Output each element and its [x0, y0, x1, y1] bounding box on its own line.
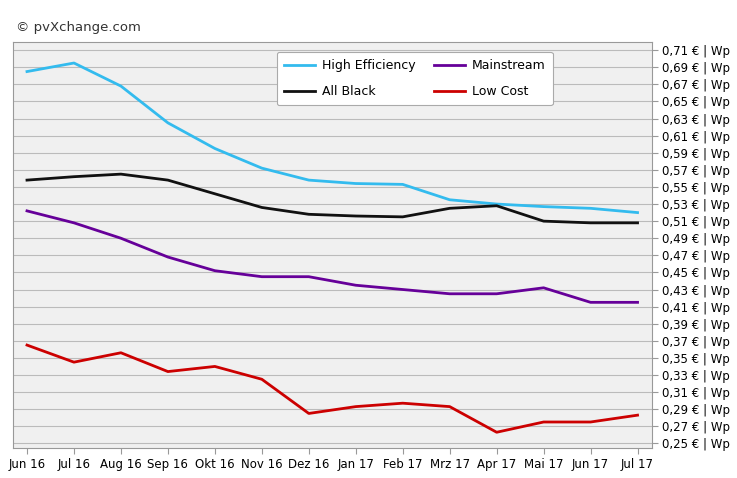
High Efficiency	[539, 204, 548, 209]
High Efficiency	[492, 201, 501, 207]
All Black	[492, 203, 501, 208]
Low Cost	[633, 413, 642, 418]
Mainstream	[69, 220, 78, 226]
High Efficiency	[164, 120, 172, 126]
Legend: High Efficiency, All Black, Mainstream, Low Cost: High Efficiency, All Black, Mainstream, …	[276, 52, 553, 106]
Low Cost	[164, 369, 172, 374]
Mainstream	[539, 285, 548, 291]
High Efficiency	[211, 146, 220, 152]
Low Cost	[304, 411, 313, 416]
Low Cost	[116, 350, 125, 356]
All Black	[539, 218, 548, 224]
Low Cost	[398, 401, 407, 406]
All Black	[69, 174, 78, 180]
Line: Mainstream: Mainstream	[27, 211, 638, 303]
Low Cost	[492, 429, 501, 435]
Mainstream	[633, 300, 642, 305]
Mainstream	[23, 208, 32, 214]
Line: All Black: All Black	[27, 174, 638, 223]
Low Cost	[23, 342, 32, 348]
High Efficiency	[23, 69, 32, 75]
High Efficiency	[398, 182, 407, 187]
Mainstream	[116, 235, 125, 241]
All Black	[352, 213, 360, 219]
All Black	[23, 177, 32, 183]
High Efficiency	[69, 60, 78, 66]
All Black	[257, 205, 266, 210]
Mainstream	[352, 282, 360, 288]
High Efficiency	[586, 206, 595, 211]
Low Cost	[352, 404, 360, 410]
Line: High Efficiency: High Efficiency	[27, 63, 638, 213]
All Black	[633, 220, 642, 226]
Mainstream	[492, 291, 501, 297]
Low Cost	[257, 376, 266, 382]
All Black	[398, 214, 407, 220]
Low Cost	[211, 364, 220, 369]
All Black	[304, 211, 313, 217]
High Efficiency	[304, 177, 313, 183]
All Black	[164, 177, 172, 183]
Mainstream	[445, 291, 454, 297]
All Black	[211, 191, 220, 196]
Mainstream	[211, 268, 220, 273]
All Black	[116, 171, 125, 177]
Mainstream	[304, 274, 313, 280]
Mainstream	[586, 300, 595, 305]
Low Cost	[69, 359, 78, 365]
Low Cost	[539, 419, 548, 425]
High Efficiency	[352, 181, 360, 186]
Mainstream	[257, 274, 266, 280]
High Efficiency	[116, 83, 125, 89]
Mainstream	[164, 254, 172, 260]
Low Cost	[445, 404, 454, 410]
All Black	[586, 220, 595, 226]
High Efficiency	[257, 165, 266, 171]
All Black	[445, 206, 454, 211]
Text: © pvXchange.com: © pvXchange.com	[16, 21, 141, 33]
Line: Low Cost: Low Cost	[27, 345, 638, 432]
High Efficiency	[445, 197, 454, 203]
Mainstream	[398, 287, 407, 293]
High Efficiency	[633, 210, 642, 216]
Low Cost	[586, 419, 595, 425]
